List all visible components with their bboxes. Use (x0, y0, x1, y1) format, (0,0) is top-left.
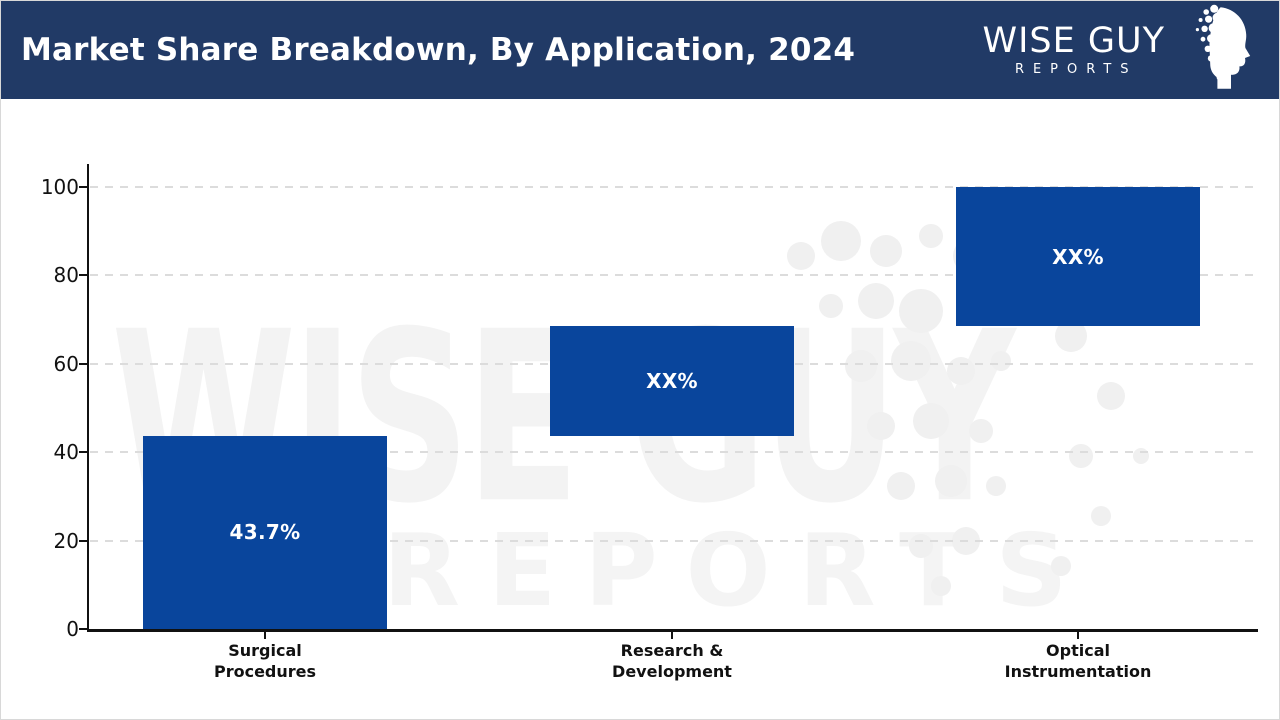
gridline (90, 274, 1257, 277)
y-tick-mark (79, 628, 87, 630)
x-tick-mark (264, 632, 266, 639)
brand-logo: WISE GUY REPORTS (982, 4, 1255, 96)
gridline (90, 451, 1257, 454)
bar-segment: 43.7% (143, 435, 387, 629)
y-tick-mark (79, 451, 87, 454)
x-axis-category-label: Optical Instrumentation (1004, 641, 1152, 681)
y-tick-label: 60 (53, 351, 79, 376)
y-tick-label: 0 (66, 617, 79, 641)
y-tick-mark (79, 186, 87, 188)
x-axis-category-label: Research & Development (612, 641, 732, 681)
bar-value-label: 43.7% (229, 520, 301, 545)
bar-value-label: XX% (1052, 244, 1104, 269)
y-tick-label: 80 (53, 263, 79, 288)
wiseguy-face-icon (1167, 4, 1255, 96)
y-tick-label: 20 (53, 528, 79, 553)
gridline (90, 539, 1257, 542)
x-axis-spine (87, 629, 1258, 632)
y-axis-spine (87, 164, 89, 631)
x-tick-mark (671, 632, 673, 639)
brand-name: WISE GUY (982, 20, 1165, 61)
bar-segment: XX% (956, 187, 1200, 327)
x-axis-category-label: Surgical Procedures (213, 641, 317, 681)
gridline (90, 186, 1257, 188)
brand-text: WISE GUY REPORTS (982, 20, 1165, 77)
page-title: Market Share Breakdown, By Application, … (21, 32, 856, 68)
brand-sub: REPORTS (1014, 61, 1138, 77)
header-bar: Market Share Breakdown, By Application, … (1, 1, 1279, 99)
bar-segment: XX% (550, 326, 794, 436)
y-tick-label: 40 (53, 440, 79, 465)
bar-value-label: XX% (646, 369, 698, 394)
x-tick-mark (1077, 632, 1079, 639)
y-tick-mark (79, 362, 87, 365)
y-tick-label: 100 (40, 175, 79, 199)
y-tick-mark (79, 274, 87, 277)
y-tick-mark (79, 539, 87, 542)
